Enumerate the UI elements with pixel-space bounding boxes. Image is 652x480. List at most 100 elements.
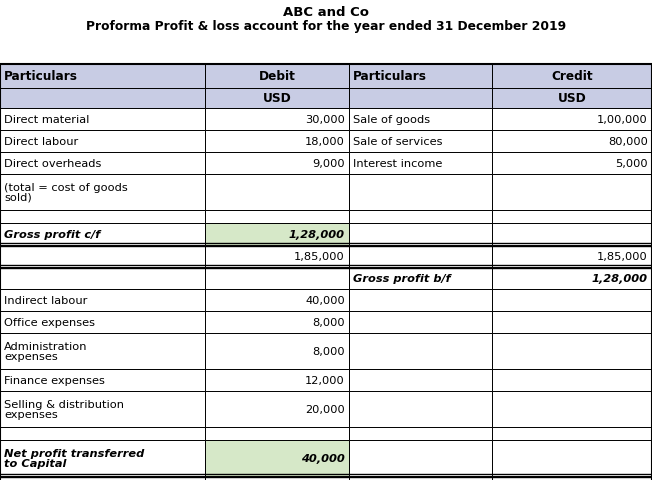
Bar: [349, 175, 492, 211]
Text: Particulars: Particulars: [4, 70, 78, 83]
Text: 18,000: 18,000: [305, 137, 345, 146]
Bar: [349, 476, 492, 480]
Bar: [0, 391, 205, 427]
Bar: [0, 289, 205, 312]
Bar: [492, 211, 652, 224]
Text: 8,000: 8,000: [312, 346, 345, 356]
Text: 5,000: 5,000: [615, 158, 648, 168]
Text: Particulars: Particulars: [353, 70, 427, 83]
Bar: [0, 267, 205, 289]
Text: 40,000: 40,000: [301, 453, 345, 463]
Text: USD: USD: [557, 92, 587, 105]
Bar: [205, 245, 349, 267]
Bar: [349, 108, 492, 131]
Text: Indirect labour: Indirect labour: [4, 295, 87, 305]
Bar: [0, 333, 205, 369]
Bar: [492, 108, 652, 131]
Bar: [205, 312, 349, 333]
Bar: [492, 89, 652, 108]
Bar: [205, 289, 349, 312]
Bar: [492, 245, 652, 267]
Bar: [349, 153, 492, 175]
Text: (total = cost of goods: (total = cost of goods: [4, 183, 128, 192]
Text: ABC and Co: ABC and Co: [283, 5, 369, 19]
Bar: [349, 333, 492, 369]
Bar: [0, 211, 205, 224]
Text: to Capital: to Capital: [4, 458, 67, 468]
Bar: [0, 89, 205, 108]
Bar: [205, 267, 349, 289]
Text: Gross profit b/f: Gross profit b/f: [353, 274, 451, 283]
Text: Interest income: Interest income: [353, 158, 442, 168]
Bar: [0, 427, 205, 440]
Bar: [205, 108, 349, 131]
Text: 1,85,000: 1,85,000: [597, 252, 648, 262]
Bar: [492, 65, 652, 89]
Bar: [205, 65, 349, 89]
Text: 1,28,000: 1,28,000: [289, 229, 345, 240]
Bar: [0, 476, 205, 480]
Bar: [0, 175, 205, 211]
Bar: [205, 153, 349, 175]
Bar: [492, 131, 652, 153]
Bar: [0, 440, 205, 476]
Text: Office expenses: Office expenses: [4, 317, 95, 327]
Bar: [492, 440, 652, 476]
Bar: [205, 427, 349, 440]
Text: expenses: expenses: [4, 351, 58, 361]
Bar: [492, 267, 652, 289]
Bar: [205, 391, 349, 427]
Bar: [492, 369, 652, 391]
Bar: [205, 440, 349, 476]
Bar: [349, 65, 492, 89]
Bar: [492, 224, 652, 245]
Text: sold): sold): [4, 192, 32, 203]
Text: Gross profit c/f: Gross profit c/f: [4, 229, 100, 240]
Bar: [205, 131, 349, 153]
Bar: [349, 245, 492, 267]
Bar: [0, 224, 205, 245]
Text: 30,000: 30,000: [305, 115, 345, 125]
Text: Sale of services: Sale of services: [353, 137, 442, 146]
Bar: [492, 289, 652, 312]
Text: Debit: Debit: [259, 70, 295, 83]
Text: Direct overheads: Direct overheads: [4, 158, 101, 168]
Text: Credit: Credit: [552, 70, 593, 83]
Bar: [349, 369, 492, 391]
Text: 1,85,000: 1,85,000: [294, 252, 345, 262]
Text: 1,00,000: 1,00,000: [597, 115, 648, 125]
Text: Net profit transferred: Net profit transferred: [4, 448, 144, 458]
Bar: [349, 131, 492, 153]
Text: 80,000: 80,000: [608, 137, 648, 146]
Text: USD: USD: [263, 92, 291, 105]
Bar: [492, 312, 652, 333]
Bar: [0, 245, 205, 267]
Bar: [0, 369, 205, 391]
Bar: [205, 224, 349, 245]
Text: 20,000: 20,000: [305, 404, 345, 414]
Text: Selling & distribution: Selling & distribution: [4, 399, 124, 409]
Bar: [349, 289, 492, 312]
Text: Direct labour: Direct labour: [4, 137, 78, 146]
Bar: [205, 476, 349, 480]
Text: 40,000: 40,000: [305, 295, 345, 305]
Bar: [492, 175, 652, 211]
Bar: [0, 131, 205, 153]
Text: Direct material: Direct material: [4, 115, 89, 125]
Bar: [349, 211, 492, 224]
Bar: [0, 153, 205, 175]
Bar: [349, 267, 492, 289]
Text: 8,000: 8,000: [312, 317, 345, 327]
Bar: [349, 427, 492, 440]
Text: 9,000: 9,000: [312, 158, 345, 168]
Bar: [205, 175, 349, 211]
Bar: [0, 65, 205, 89]
Text: 12,000: 12,000: [305, 375, 345, 385]
Text: Finance expenses: Finance expenses: [4, 375, 105, 385]
Bar: [349, 312, 492, 333]
Text: Administration: Administration: [4, 341, 87, 351]
Bar: [205, 333, 349, 369]
Text: 1,28,000: 1,28,000: [592, 274, 648, 283]
Bar: [492, 333, 652, 369]
Bar: [205, 369, 349, 391]
